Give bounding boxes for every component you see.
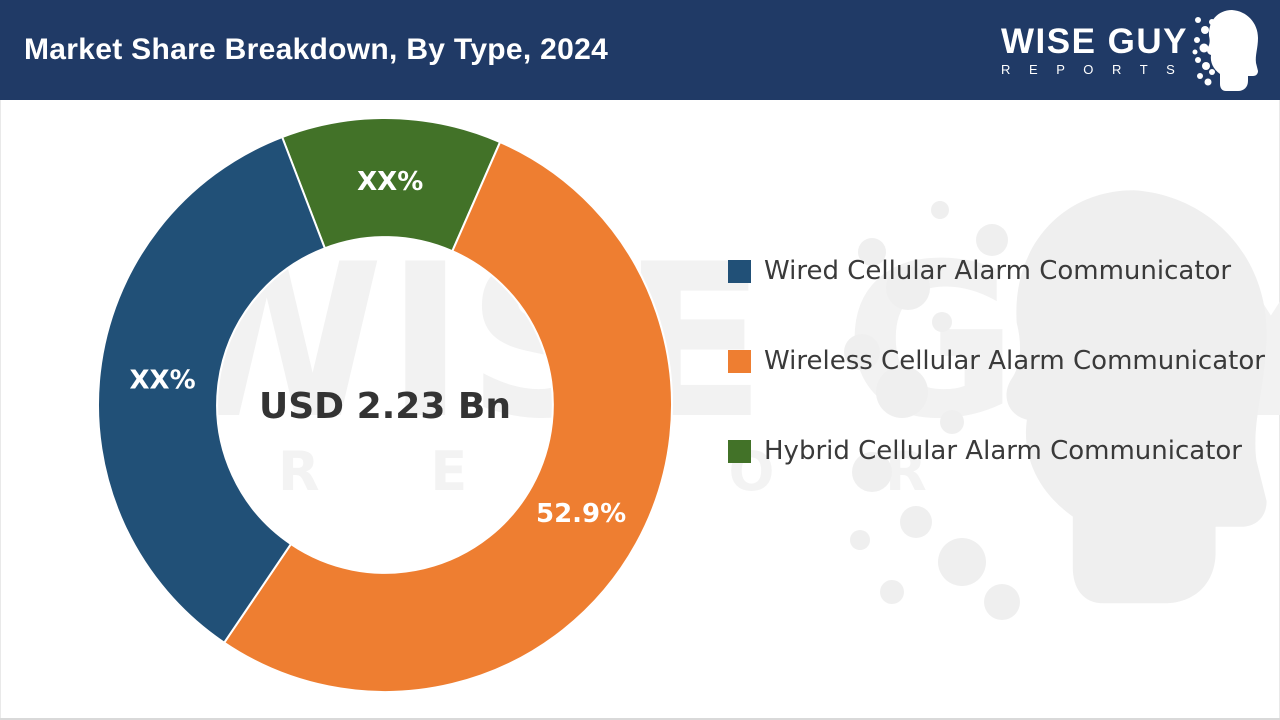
brand-logo: WISE GUY R E P O R T S bbox=[1001, 8, 1262, 92]
donut-chart: XX% 52.9% XX% USD 2.23 Bn bbox=[97, 117, 673, 693]
brand-subname: R E P O R T S bbox=[1000, 61, 1183, 77]
legend-label-hybrid: Hybrid Cellular Alarm Communicator bbox=[764, 436, 1242, 466]
bottom-divider bbox=[0, 718, 1280, 720]
donut-segment-wired bbox=[97, 136, 326, 644]
legend-item-wired: Wired Cellular Alarm Communicator bbox=[728, 256, 1265, 286]
brand-face-icon bbox=[1192, 10, 1258, 91]
legend-item-hybrid: Hybrid Cellular Alarm Communicator bbox=[728, 436, 1265, 466]
legend-swatch-hybrid bbox=[728, 439, 751, 463]
segment-value-label-hybrid: XX% bbox=[357, 167, 423, 197]
legend-swatch-wired bbox=[728, 259, 751, 283]
header-bar: Market Share Breakdown, By Type, 2024 WI… bbox=[0, 0, 1280, 100]
watermark-head-profile-icon bbox=[1006, 190, 1267, 604]
segment-value-label-wireless: 52.9% bbox=[536, 499, 626, 529]
legend-swatch-wireless bbox=[728, 349, 751, 373]
page-title: Market Share Breakdown, By Type, 2024 bbox=[24, 33, 609, 66]
brand-name: WISE GUY bbox=[1000, 21, 1188, 61]
donut-center-value: USD 2.23 Bn bbox=[259, 386, 511, 427]
legend-label-wired: Wired Cellular Alarm Communicator bbox=[764, 256, 1232, 286]
brand-logo-text: WISE GUY R E P O R T S bbox=[1001, 24, 1188, 77]
legend-label-wireless: Wireless Cellular Alarm Communicator bbox=[764, 346, 1265, 376]
segment-value-label-wired: XX% bbox=[130, 366, 196, 396]
legend-item-wireless: Wireless Cellular Alarm Communicator bbox=[728, 346, 1265, 376]
donut-segment-wireless bbox=[223, 141, 673, 693]
watermark-dots bbox=[844, 201, 1020, 620]
chart-legend: Wired Cellular Alarm Communicator Wireles… bbox=[728, 256, 1265, 528]
